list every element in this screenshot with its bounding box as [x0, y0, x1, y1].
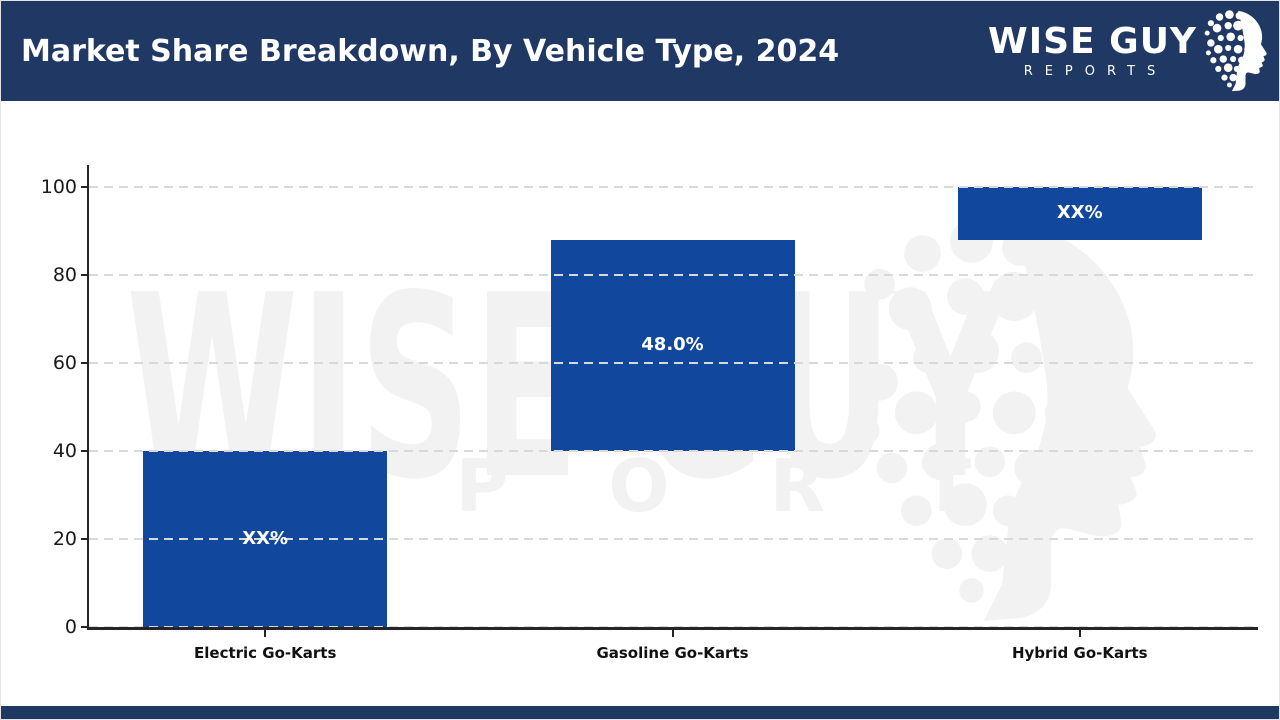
footer-bar [1, 706, 1279, 719]
y-tick-mark [81, 274, 89, 276]
y-tick-mark [81, 626, 89, 628]
gridline [89, 362, 1256, 364]
header-bar: Market Share Breakdown, By Vehicle Type,… [1, 1, 1279, 101]
y-tick-mark [81, 362, 89, 364]
x-category-label: Hybrid Go-Karts [1011, 644, 1148, 662]
y-tick-label: 80 [52, 264, 77, 286]
x-category-label: Electric Go-Karts [194, 644, 337, 662]
x-category-label: Gasoline Go-Karts [596, 644, 749, 662]
bar-hybrid-go-karts [957, 187, 1202, 240]
y-tick-label: 60 [52, 352, 77, 374]
y-tick-label: 0 [64, 616, 77, 638]
gridline [89, 450, 1256, 452]
x-tick-mark [671, 630, 674, 637]
wiseguy-logo: WISE GUY REPORTS [988, 10, 1269, 92]
x-tick-mark [264, 630, 267, 637]
wiseguy-face-icon [1201, 10, 1269, 92]
y-tick-mark [81, 450, 89, 452]
y-tick-mark [81, 538, 89, 540]
logo-text: WISE GUY REPORTS [987, 20, 1197, 79]
page-title: Market Share Breakdown, By Vehicle Type,… [21, 33, 840, 69]
y-axis [87, 165, 89, 630]
gridline [89, 186, 1256, 188]
bar-value-label: 48.0% [641, 334, 704, 356]
logo-subtext: REPORTS [1023, 63, 1168, 79]
y-tick-mark [81, 186, 89, 188]
logo-wordmark: WISE GUY [987, 20, 1197, 62]
bar-value-label: XX% [242, 528, 289, 549]
x-axis [87, 627, 1258, 630]
y-tick-label: 20 [52, 528, 77, 550]
y-tick-label: 100 [40, 176, 77, 198]
bar-value-label: XX% [1056, 202, 1103, 224]
x-tick-mark [1078, 630, 1081, 637]
gridline [89, 538, 1256, 540]
y-tick-label: 40 [52, 440, 77, 462]
gridline [89, 274, 1256, 276]
